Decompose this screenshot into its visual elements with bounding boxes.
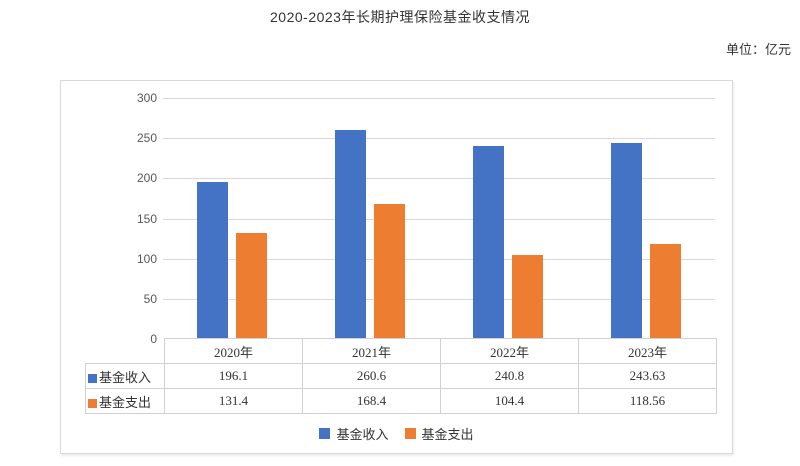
y-tick-label: 250 (136, 131, 157, 146)
bar-group-2021年 (301, 98, 439, 339)
gridline (163, 98, 715, 99)
y-axis-labels: 0 50 100 150 200 250 300 (61, 91, 157, 346)
legend-item-expense: 基金支出 (404, 424, 474, 443)
table-year-header: 2023年 (578, 338, 717, 364)
chart-data-table: 2020年 2021年 2022年 2023年 基金收入 196.1 260.6 240.8 2… (85, 338, 717, 414)
bar-基金支出-2023年 (650, 243, 681, 339)
table-header-row: 2020年 2021年 2022年 2023年 (86, 338, 717, 364)
y-tick-label: 200 (136, 171, 157, 186)
gridline (163, 258, 715, 260)
bar-基金支出-2020年 (236, 233, 267, 339)
bar-基金支出-2021年 (374, 203, 405, 339)
table-row: 基金支出 131.4 168.4 104.4 118.56 (85, 388, 717, 414)
gridline (163, 178, 715, 180)
table-year-header: 2020年 (164, 338, 303, 364)
legend-item-income: 基金收入 (319, 424, 389, 443)
gridline (163, 218, 715, 220)
legend-swatch-expense-icon (404, 428, 416, 439)
y-tick-label: 300 (136, 91, 157, 105)
bar-基金支出-2022年 (512, 255, 543, 339)
chart-frame: 0 50 100 150 200 250 300 2020年 2021年 2022年 2023年基… (60, 80, 733, 454)
table-corner-cell (86, 339, 165, 364)
bar-group-2023年 (577, 98, 715, 339)
bar-group-2022年 (439, 98, 577, 339)
table-series-label: 基金收入 (85, 363, 165, 389)
legend-swatch-income-icon (319, 428, 331, 439)
series-key-icon (88, 373, 97, 383)
plot-area (163, 98, 715, 339)
bar-group-2020年 (163, 98, 301, 339)
legend-label-income: 基金收入 (336, 427, 389, 442)
page-title: 2020-2023年长期护理保险基金收支情况 (270, 9, 530, 25)
table-value-cell: 131.4 (164, 388, 303, 414)
table-value-cell: 118.56 (578, 388, 717, 414)
table-year-header: 2021年 (302, 338, 441, 364)
table-value-cell: 168.4 (302, 388, 441, 414)
bar-基金收入-2021年 (335, 129, 366, 339)
legend-label-expense: 基金支出 (421, 427, 474, 442)
chart-legend: 基金收入 基金支出 (61, 424, 732, 443)
table-row: 基金收入 196.1 260.6 240.8 243.63 (85, 363, 717, 389)
table-value-cell: 243.63 (578, 363, 717, 389)
table-value-cell: 240.8 (440, 363, 579, 389)
gridline (163, 138, 715, 140)
bar-基金收入-2023年 (611, 143, 642, 339)
y-tick-label: 150 (136, 211, 157, 226)
unit-label: 单位：亿元 (725, 42, 791, 57)
table-value-cell: 196.1 (164, 363, 303, 389)
bar-基金收入-2022年 (473, 145, 504, 339)
table-value-cell: 260.6 (302, 363, 441, 389)
gridline (163, 298, 715, 300)
bar-基金收入-2020年 (197, 181, 228, 339)
table-series-label: 基金支出 (85, 388, 165, 414)
y-tick-label: 50 (143, 291, 157, 306)
table-year-header: 2022年 (440, 338, 579, 364)
y-tick-label: 100 (136, 251, 157, 266)
y-tick-label: 0 (150, 332, 157, 346)
series-key-icon (88, 398, 97, 408)
table-value-cell: 104.4 (440, 388, 579, 414)
